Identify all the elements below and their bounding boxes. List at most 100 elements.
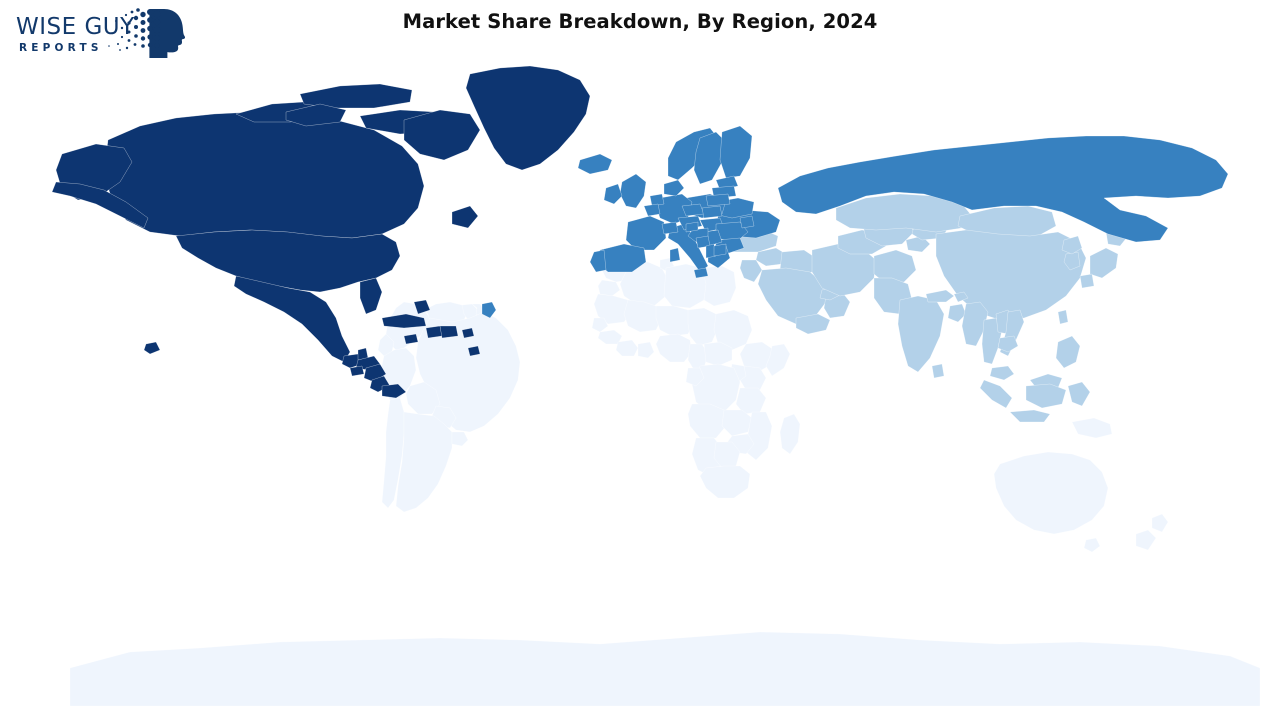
world-map-container bbox=[0, 56, 1280, 720]
country-bhutan bbox=[954, 292, 968, 302]
country-angola bbox=[688, 404, 726, 438]
country-canada-victoria bbox=[286, 104, 346, 126]
country-sweden bbox=[694, 132, 726, 184]
country-cambodia bbox=[998, 336, 1018, 352]
slide-header: WISE GUY REPORTS bbox=[0, 0, 1280, 60]
country-canada bbox=[104, 112, 424, 238]
country-china bbox=[936, 230, 1086, 320]
country-puerto-rico bbox=[462, 328, 474, 338]
country-denmark bbox=[664, 180, 684, 196]
country-north-macedonia bbox=[714, 244, 726, 256]
svg-text:REPORTS: REPORTS bbox=[19, 42, 103, 54]
country-tasmania bbox=[1084, 538, 1100, 552]
country-czechia bbox=[682, 204, 704, 216]
country-panama bbox=[382, 384, 406, 398]
country-new-zealand-south bbox=[1136, 530, 1156, 550]
country-el-salvador bbox=[350, 366, 364, 376]
country-japan-honshu bbox=[1090, 248, 1118, 278]
country-somalia bbox=[766, 344, 790, 376]
region-asia-pacific bbox=[716, 194, 1128, 422]
country-western-sahara bbox=[598, 280, 620, 296]
country-united-states bbox=[176, 230, 400, 292]
region-europe bbox=[482, 126, 1228, 318]
country-south-africa bbox=[700, 466, 750, 498]
country-bangladesh bbox=[948, 304, 966, 322]
country-nigeria bbox=[656, 334, 692, 362]
country-indonesia-kalimantan bbox=[1026, 384, 1066, 408]
country-new-zealand-north bbox=[1152, 514, 1168, 532]
country-alaska-aleutians bbox=[52, 182, 148, 228]
world-choropleth-map bbox=[0, 56, 1280, 720]
country-russia bbox=[778, 136, 1228, 242]
country-niger bbox=[656, 306, 694, 336]
country-lithuania bbox=[706, 194, 730, 206]
country-usa-florida bbox=[360, 278, 382, 314]
country-bolivia bbox=[406, 382, 440, 414]
page-title: Market Share Breakdown, By Region, 2024 bbox=[402, 10, 878, 33]
country-mauritania bbox=[594, 294, 632, 324]
country-cuba bbox=[382, 314, 426, 328]
country-belgium bbox=[644, 204, 660, 216]
country-sri-lanka bbox=[932, 364, 944, 378]
country-trinidad-and-tobago bbox=[468, 346, 480, 356]
country-antarctica bbox=[70, 632, 1260, 706]
region-rest-of-world bbox=[70, 258, 1260, 706]
country-haiti bbox=[426, 326, 442, 338]
country-french-guiana bbox=[482, 302, 496, 318]
country-north-korea bbox=[1062, 236, 1082, 254]
country-papua-new-guinea bbox=[1072, 418, 1112, 438]
country-italy-sardinia bbox=[670, 248, 680, 262]
country-nepal bbox=[926, 290, 954, 302]
country-madagascar bbox=[780, 414, 800, 454]
country-malaysia bbox=[990, 366, 1014, 380]
country-israel-jordan bbox=[740, 260, 762, 282]
country-uruguay bbox=[452, 432, 468, 446]
country-yemen bbox=[796, 314, 830, 334]
country-zambia bbox=[722, 410, 752, 436]
country-bahamas bbox=[414, 300, 430, 314]
country-myanmar bbox=[962, 302, 988, 346]
country-canada-baffin bbox=[404, 110, 480, 160]
country-greenland bbox=[466, 66, 590, 170]
country-taiwan bbox=[1058, 310, 1068, 324]
country-slovakia bbox=[702, 206, 722, 218]
country-ireland bbox=[604, 184, 622, 204]
country-ethiopia bbox=[740, 342, 774, 372]
country-united-kingdom bbox=[620, 174, 646, 208]
country-indonesia-java bbox=[1010, 410, 1050, 422]
country-portugal bbox=[590, 250, 606, 272]
country-argentina bbox=[396, 412, 452, 512]
country-indonesia-sulawesi bbox=[1068, 382, 1090, 406]
country-moldova bbox=[740, 216, 754, 228]
country-chad bbox=[688, 308, 718, 346]
country-slovenia bbox=[686, 222, 698, 232]
country-ivory-coast bbox=[616, 340, 638, 356]
country-india bbox=[898, 296, 944, 372]
region-north-america bbox=[52, 66, 590, 398]
country-japan-kyushu bbox=[1080, 274, 1094, 288]
country-philippines bbox=[1056, 336, 1080, 368]
country-mali bbox=[624, 300, 662, 332]
country-car bbox=[704, 342, 732, 366]
svg-text:WISE GUY: WISE GUY bbox=[16, 14, 135, 40]
country-iceland bbox=[578, 154, 612, 174]
country-usa-hawaii bbox=[144, 342, 160, 354]
country-algeria bbox=[620, 262, 668, 306]
country-senegal bbox=[592, 318, 608, 332]
country-australia bbox=[994, 452, 1108, 534]
wise-guy-reports-logo: WISE GUY REPORTS bbox=[14, 6, 190, 58]
country-indonesia-sumatra bbox=[980, 380, 1012, 408]
country-canada-newfoundland bbox=[452, 206, 478, 228]
country-switzerland bbox=[662, 222, 678, 234]
country-gabon bbox=[686, 368, 704, 386]
country-france bbox=[626, 216, 666, 250]
country-finland bbox=[720, 126, 752, 178]
country-egypt bbox=[702, 266, 736, 306]
country-drc bbox=[692, 364, 740, 412]
country-albania bbox=[706, 244, 716, 258]
country-italy-sicily bbox=[694, 268, 708, 278]
country-dominican-republic bbox=[440, 326, 458, 338]
country-netherlands bbox=[650, 194, 664, 206]
country-ghana bbox=[638, 342, 654, 358]
